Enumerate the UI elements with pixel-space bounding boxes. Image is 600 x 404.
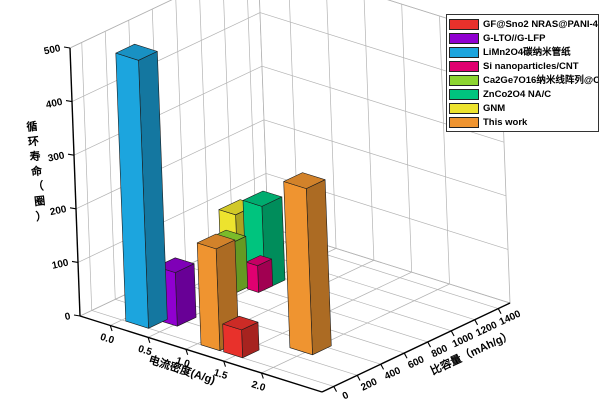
svg-text:1.0: 1.0 [174,355,191,370]
svg-text:0.5: 0.5 [137,344,154,359]
legend-item: Si nanoparticles/CNT [449,59,598,73]
legend-swatch-5 [449,88,479,100]
svg-text:0.0: 0.0 [99,332,116,347]
legend-swatch-4 [449,74,479,86]
bar [283,172,332,356]
legend-label: Si nanoparticles/CNT [483,60,579,72]
legend-item: Ca2Ge7O16纳米线阵列@CNT [449,73,598,87]
legend-swatch-3 [449,60,479,72]
svg-text:0: 0 [64,311,72,323]
svg-text:0: 0 [341,390,351,403]
legend-label: GF@Sno2 NRAS@PANI-40 [483,18,599,30]
svg-text:200: 200 [49,204,68,218]
svg-text:环: 环 [27,135,39,149]
svg-text:2.0: 2.0 [250,379,267,394]
bar [245,255,274,293]
bar [115,43,168,329]
legend-swatch-6 [449,102,479,114]
svg-text:）: ） [35,209,47,223]
svg-text:循: 循 [26,119,38,134]
svg-text:600: 600 [406,354,426,371]
legend-swatch-1 [449,32,479,44]
legend-item: G-LTO//G-LFP [449,31,598,45]
bars [115,43,332,359]
legend-item: ZnCo2O4 NA/C [449,87,598,101]
legend-item: GF@Sno2 NRAS@PANI-40 [449,17,598,31]
legend-item: This work [449,115,598,129]
svg-text:1.5: 1.5 [212,367,229,382]
legend-label: ZnCo2O4 NA/C [483,88,552,100]
legend-label: This work [483,116,528,128]
svg-text:1400: 1400 [498,308,523,328]
legend-label: LiMn2O4碳纳米管纸 [483,46,571,58]
legend-label: Ca2Ge7O16纳米线阵列@CNT [483,74,598,86]
legend-swatch-2 [449,46,479,58]
svg-text:100: 100 [51,257,70,271]
svg-text:（: （ [32,179,44,193]
legend-label: G-LTO//G-LFP [483,32,546,44]
legend-swatch-0 [449,18,479,30]
legend-item: LiMn2O4碳纳米管纸 [449,45,598,59]
svg-text:200: 200 [359,376,379,393]
legend-label: GNM [483,102,506,114]
legend-item: GNM [449,101,598,115]
chart-legend: GF@Sno2 NRAS@PANI-40 G-LTO//G-LFP LiMn2O… [446,14,599,132]
svg-text:命: 命 [29,163,43,178]
svg-text:300: 300 [47,150,66,164]
svg-text:400: 400 [383,365,403,382]
bar [222,315,260,359]
svg-text:寿: 寿 [29,149,41,164]
svg-text:400: 400 [45,97,64,111]
svg-text:圈: 圈 [34,194,46,208]
svg-text:500: 500 [43,43,62,57]
legend-swatch-7 [449,116,479,128]
